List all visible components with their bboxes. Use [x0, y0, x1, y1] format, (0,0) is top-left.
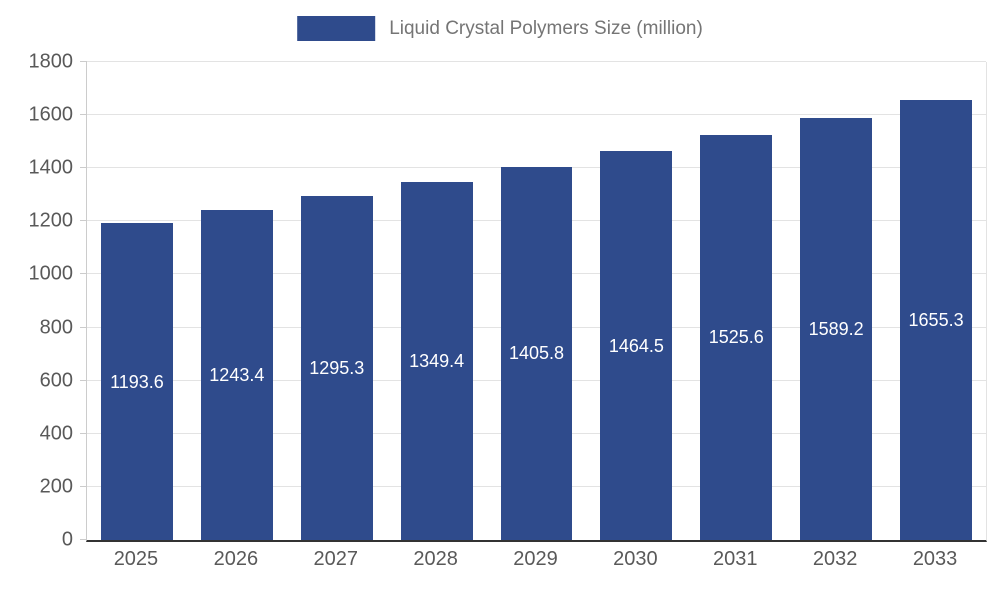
x-axis-tick-label: 2032 — [812, 548, 858, 570]
legend-swatch-icon — [297, 16, 376, 41]
bar-band: 1193.6 — [87, 62, 187, 540]
plot-area: 0 200 400 600 800 1000 1200 1400 1600 1800 1193.6… — [29, 51, 987, 551]
x-axis-tick-label: 2030 — [613, 548, 658, 570]
bar-band: 1464.5 — [586, 62, 686, 540]
bars-group: 1193.6 1243.4 1295.3 1349.4 1405.8 1464.5 1525… — [87, 62, 986, 540]
y-axis-tick-mark — [80, 220, 87, 222]
bar-2032[interactable]: 1589.2 — [800, 117, 873, 540]
bar-value-label: 1349.4 — [409, 350, 465, 371]
bar-value-label: 1405.8 — [508, 343, 565, 364]
x-axis-tick-label: 2029 — [513, 548, 558, 570]
bar-band: 1525.6 — [686, 62, 786, 540]
gridline — [87, 61, 986, 62]
bar-2027[interactable]: 1295.3 — [300, 196, 373, 540]
y-axis-tick-label: 1800 — [28, 50, 74, 73]
legend[interactable]: Liquid Crystal Polymers Size (million) — [297, 16, 703, 41]
legend-label: Liquid Crystal Polymers Size (million) — [389, 17, 703, 39]
bar-value-label: 1464.5 — [608, 335, 664, 356]
bar-band: 1243.4 — [187, 62, 287, 540]
y-axis-tick-mark — [80, 273, 87, 275]
y-axis-tick-label: 0 — [61, 528, 73, 551]
x-axis-tick-label: 2031 — [713, 548, 758, 570]
bar-2029[interactable]: 1405.8 — [500, 166, 573, 540]
y-axis-tick-label: 800 — [39, 316, 73, 339]
bar-band: 1295.3 — [287, 62, 387, 540]
x-axis-tick-label: 2026 — [213, 548, 259, 570]
x-axis-tick-label: 2025 — [113, 548, 159, 570]
bar-2031[interactable]: 1525.6 — [700, 134, 773, 540]
bar-value-label: 1193.6 — [110, 371, 164, 392]
bar-value-label: 1655.3 — [908, 310, 964, 331]
bar-band: 1349.4 — [387, 62, 487, 540]
bar-value-label: 1589.2 — [808, 318, 864, 339]
y-axis-tick-label: 400 — [39, 422, 73, 445]
x-axis-tick-label: 2028 — [413, 548, 458, 570]
bar-band: 1405.8 — [487, 62, 587, 540]
y-axis-tick-mark — [80, 167, 87, 169]
gridline — [87, 114, 986, 116]
y-axis-tick-label: 200 — [39, 475, 73, 498]
bar-2033[interactable]: 1655.3 — [900, 100, 973, 540]
y-axis-tick-mark — [80, 432, 87, 434]
x-axis-tick-label: 2033 — [912, 548, 958, 570]
bar-band: 1655.3 — [886, 62, 986, 540]
bar-2028[interactable]: 1349.4 — [400, 181, 473, 540]
y-axis-tick-mark — [80, 114, 87, 116]
y-axis-tick-mark — [80, 539, 87, 540]
bar-value-label: 1525.6 — [708, 327, 764, 348]
y-axis-tick-label: 1000 — [28, 262, 74, 285]
y-axis-tick-label: 1600 — [28, 103, 74, 126]
y-axis-tick-mark — [80, 61, 87, 62]
bar-value-label: 1243.4 — [209, 364, 265, 385]
x-axis: 2025 2026 2027 2028 2029 2030 2031 2032 2033 — [86, 548, 985, 571]
bar-2025[interactable]: 1193.6 — [100, 223, 173, 540]
y-axis-tick-mark — [80, 326, 87, 328]
y-axis-tick-mark — [80, 379, 87, 381]
bar-2030[interactable]: 1464.5 — [600, 151, 673, 540]
y-axis-tick-label: 1400 — [28, 156, 74, 179]
y-axis-tick-mark — [80, 485, 87, 487]
bar-value-label: 1295.3 — [309, 358, 365, 379]
y-axis-tick-label: 1200 — [28, 209, 74, 232]
bar-band: 1589.2 — [786, 62, 886, 540]
x-axis-tick-label: 2027 — [313, 548, 358, 570]
y-axis-tick-label: 600 — [39, 369, 73, 392]
bar-2026[interactable]: 1243.4 — [200, 209, 273, 540]
